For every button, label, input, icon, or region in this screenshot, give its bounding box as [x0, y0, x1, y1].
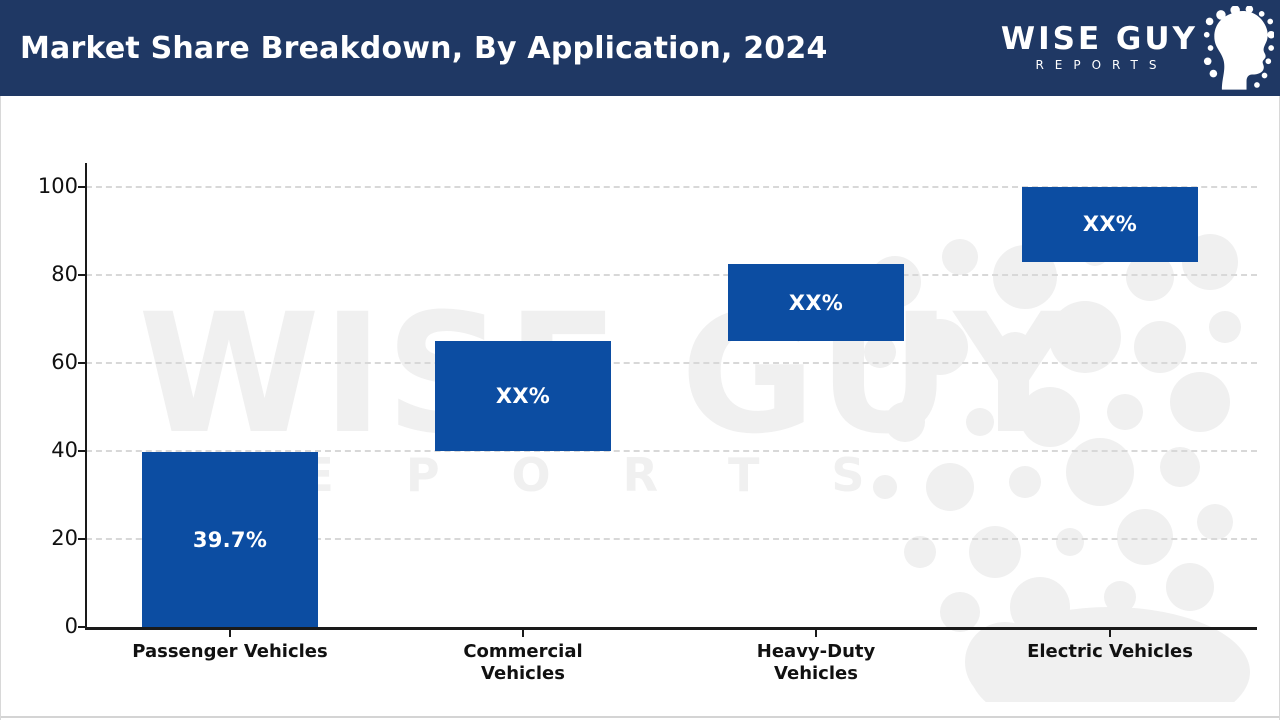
bar-value-label: XX%: [788, 290, 844, 315]
y-axis-tick-mark: [78, 450, 85, 452]
brand-subname: REPORTS: [1035, 58, 1168, 72]
brand-logo: WISE GUY REPORTS: [1001, 0, 1274, 96]
header-bar: Market Share Breakdown, By Application, …: [0, 0, 1280, 96]
bar-commercial-vehicles: XX%: [435, 341, 611, 451]
y-axis-tick-mark: [78, 538, 85, 540]
y-axis-line: [85, 163, 87, 630]
gridline-y60: [86, 362, 1257, 364]
x-tick-label: Commercial Vehicles: [463, 641, 583, 684]
y-axis-tick-mark: [78, 626, 85, 628]
y-axis-tick-label: 40: [51, 438, 78, 463]
y-axis-tick-label: 20: [51, 526, 78, 551]
bar-value-label: 39.7%: [192, 527, 268, 552]
bar-heavy-duty-vehicles: XX%: [728, 264, 904, 341]
bar-electric-vehicles: XX%: [1022, 187, 1198, 262]
x-tick-label: Electric Vehicles: [1027, 641, 1193, 662]
brand-logo-text: WISE GUY REPORTS: [1000, 21, 1198, 73]
y-axis-tick-mark: [78, 362, 85, 364]
gridline-y40: [86, 450, 1257, 452]
logo-dotted-head-icon: [1203, 6, 1274, 90]
x-axis-tick-mark: [229, 629, 231, 637]
x-axis-tick-mark: [1109, 629, 1111, 637]
x-axis-tick-mark: [815, 629, 817, 637]
bottom-edge-line: [0, 716, 1280, 718]
x-axis-line: [85, 627, 1257, 630]
gridline-y80: [86, 274, 1257, 276]
gridline-y20: [86, 538, 1257, 540]
brand-name: WISE GUY: [1000, 21, 1198, 57]
y-axis-tick-mark: [78, 274, 85, 276]
x-tick-label: Passenger Vehicles: [132, 641, 328, 662]
y-axis-tick-mark: [78, 186, 85, 188]
bar-value-label: XX%: [495, 384, 551, 408]
page-title: Market Share Breakdown, By Application, …: [20, 30, 828, 66]
y-axis-tick-label: 0: [64, 614, 78, 639]
bar-value-label: XX%: [1082, 212, 1138, 237]
left-edge-line: [0, 96, 1, 720]
x-tick-label: Heavy-Duty Vehicles: [756, 641, 876, 684]
y-axis-tick-label: 60: [51, 350, 78, 375]
gridline-y100: [86, 186, 1257, 188]
x-axis-tick-mark: [522, 629, 524, 637]
watermark-dotted-head-icon: [864, 234, 1250, 702]
bar-passenger-vehicles: 39.7%: [142, 452, 318, 627]
y-axis-tick-label: 100: [37, 174, 78, 199]
y-axis-tick-label: 80: [51, 262, 78, 287]
